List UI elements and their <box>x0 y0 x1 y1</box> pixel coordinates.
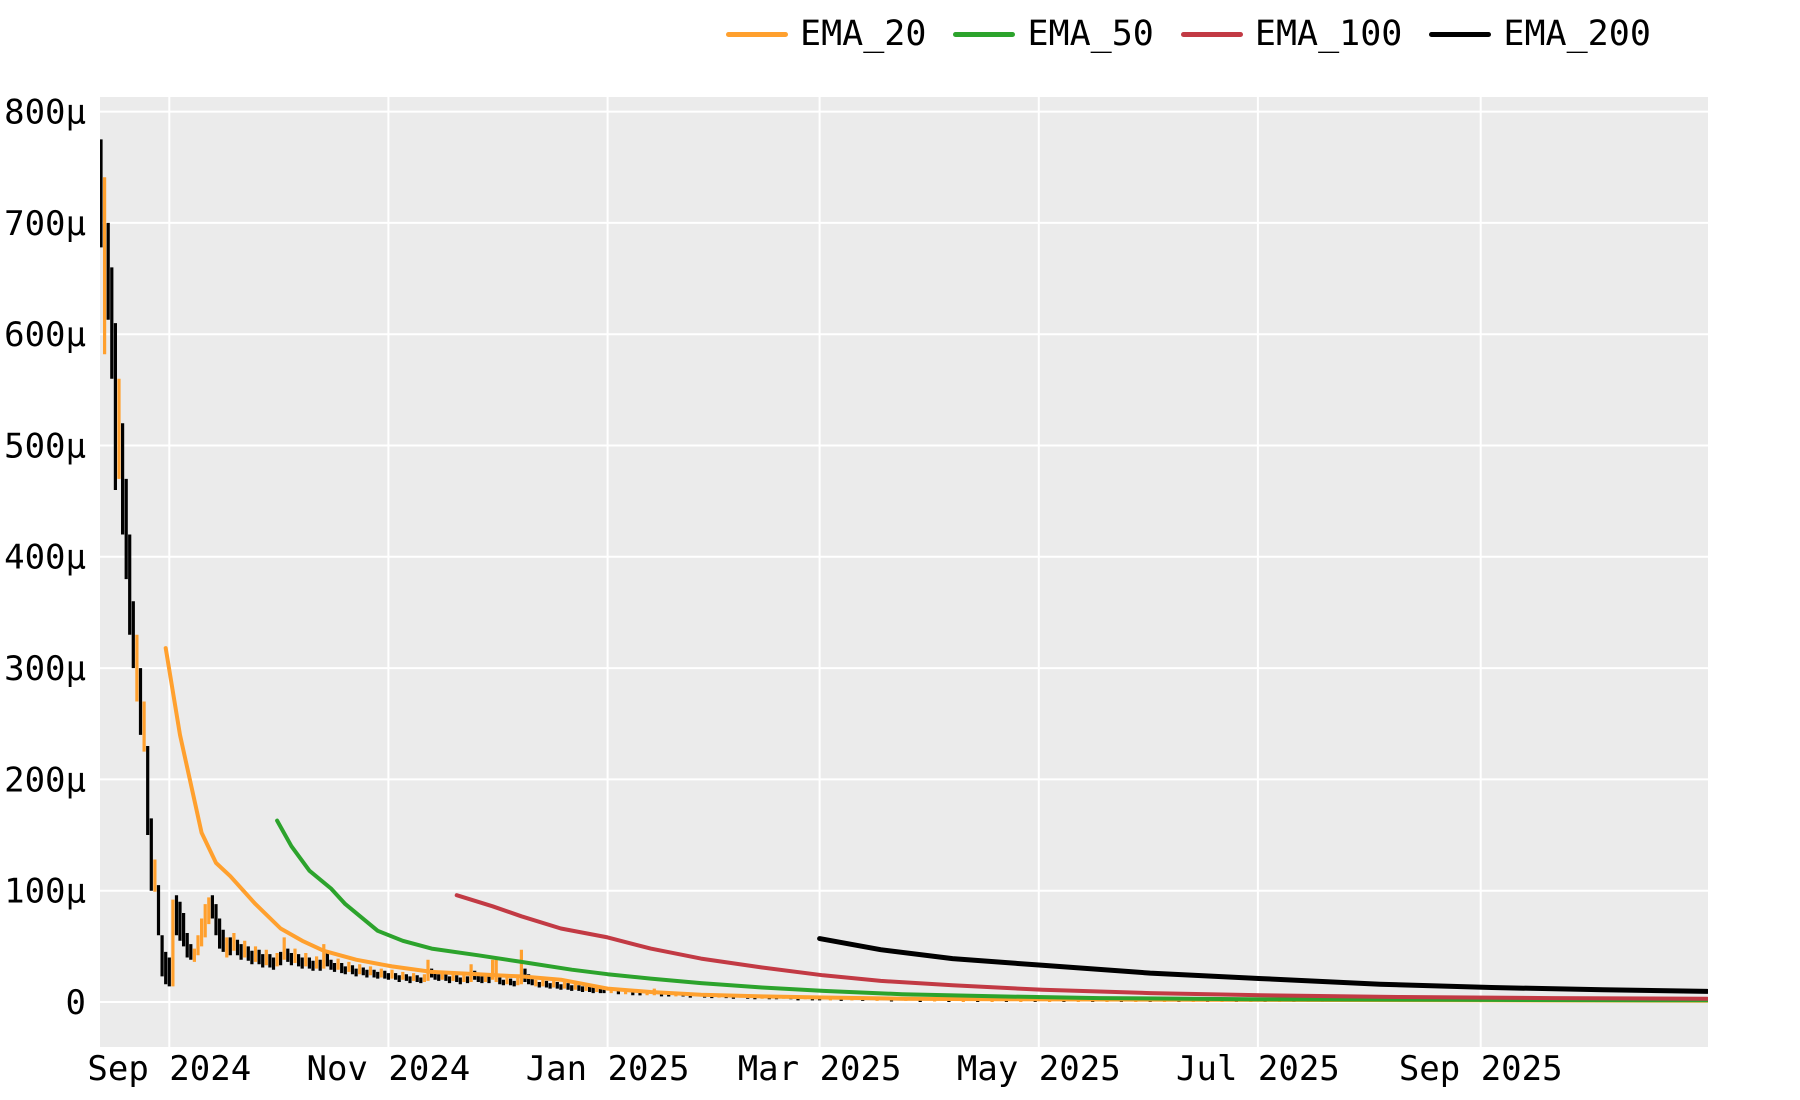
legend-label-ema-200: EMA_200 <box>1503 14 1651 54</box>
x-tick-label: Sep 2024 <box>87 1049 251 1089</box>
legend-swatch-ema-100-icon <box>1180 31 1243 37</box>
y-tick-label: 500µ <box>4 426 86 466</box>
y-tick-label: 400µ <box>4 538 86 578</box>
x-axis-tick-labels: Sep 2024 Nov 2024 Jan 2025 Mar 2025 May 2025… <box>87 1049 1562 1089</box>
x-tick-label: Mar 2025 <box>738 1049 902 1089</box>
x-tick-label: Sep 2025 <box>1399 1049 1563 1089</box>
y-tick-label: 300µ <box>4 649 86 689</box>
y-tick-label: 0 <box>66 983 86 1023</box>
legend: EMA_20 EMA_50 EMA_100 EMA_200 <box>726 14 1651 54</box>
legend-swatch-ema-50-icon <box>953 31 1016 37</box>
legend-swatch-ema-200-icon <box>1429 31 1492 37</box>
plot-area-background <box>100 97 1708 1047</box>
ema-200-line <box>817 936 1708 994</box>
x-tick-label: Jul 2025 <box>1176 1049 1340 1089</box>
x-tick-label: Nov 2024 <box>307 1049 471 1089</box>
legend-item-ema-200: EMA_200 <box>1429 14 1651 54</box>
y-tick-label: 600µ <box>4 315 86 355</box>
legend-swatch-ema-20-icon <box>726 31 788 37</box>
x-tick-label: May 2025 <box>957 1049 1121 1089</box>
legend-item-ema-20: EMA_20 <box>726 14 926 54</box>
legend-item-ema-50: EMA_50 <box>953 14 1154 54</box>
y-tick-label: 800µ <box>4 93 86 133</box>
legend-label-ema-100: EMA_100 <box>1254 14 1403 54</box>
y-axis-tick-labels: 0 100µ 200µ 300µ 400µ 500µ 600µ 700µ 800µ <box>4 93 86 1023</box>
x-tick-label: Jan 2025 <box>526 1049 690 1089</box>
legend-label-ema-20: EMA_20 <box>800 14 927 54</box>
ema-20-line <box>163 646 1708 1003</box>
ema-50-line <box>275 818 1708 1003</box>
y-tick-label: 700µ <box>4 204 86 244</box>
y-tick-label: 200µ <box>4 760 86 800</box>
y-tick-label: 100µ <box>4 872 86 912</box>
legend-label-ema-50: EMA_50 <box>1027 14 1154 54</box>
ema-100-line <box>454 893 1708 1001</box>
gridlines <box>100 97 1708 1047</box>
legend-item-ema-100: EMA_100 <box>1180 14 1403 54</box>
